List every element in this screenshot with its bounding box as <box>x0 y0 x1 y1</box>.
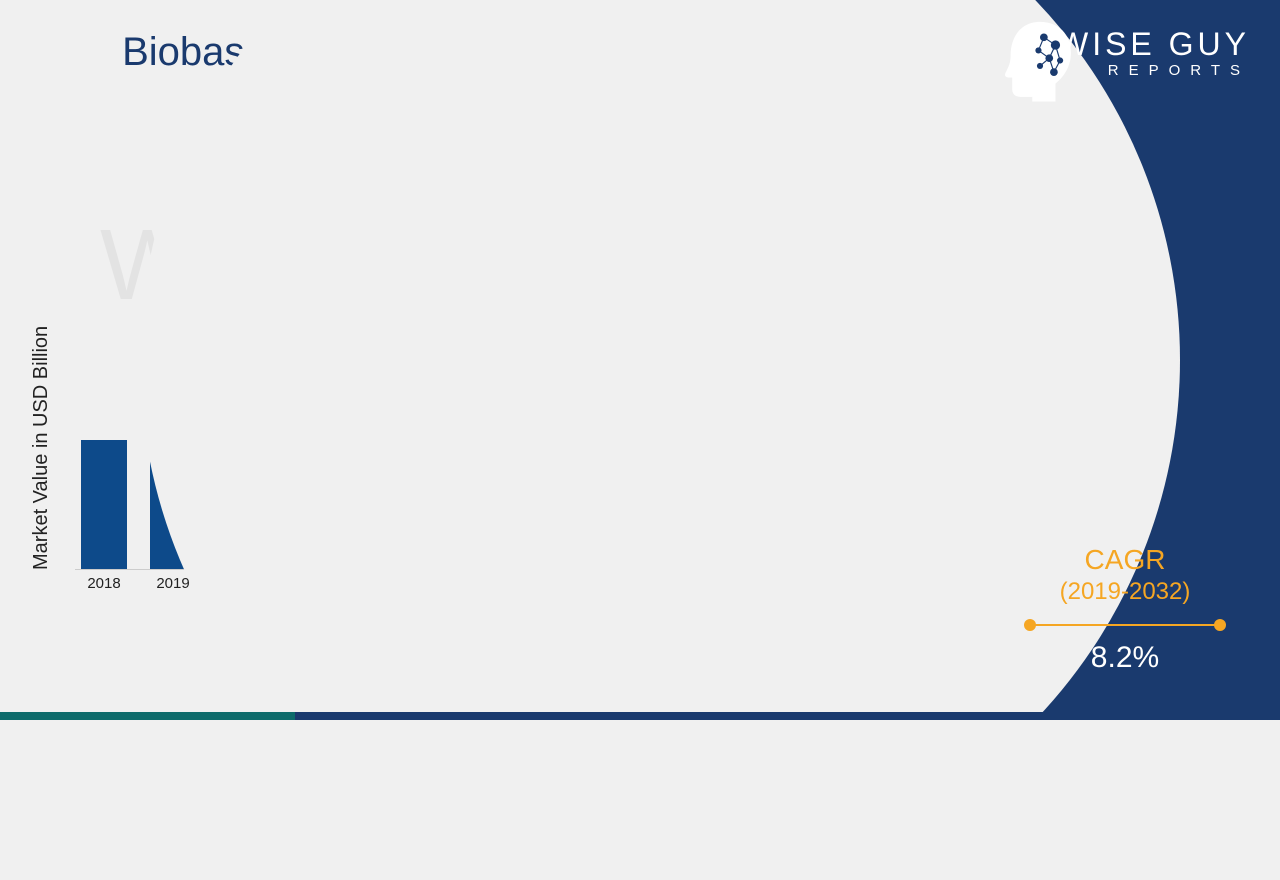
logo: WISE GUY REPORTS <box>1058 28 1250 79</box>
logo-main: WISE GUY <box>1058 28 1250 60</box>
curve-cutout <box>140 0 1180 880</box>
cagr-divider <box>1030 624 1220 626</box>
x-tick-label: 2018 <box>87 575 120 592</box>
x-tick-label: 2019 <box>156 575 189 592</box>
cagr-range: (2019-2032) <box>1000 578 1250 606</box>
cagr-label: CAGR <box>1000 544 1250 576</box>
bar <box>81 440 127 569</box>
cagr-value: 8.2% <box>1000 641 1250 675</box>
cagr-block: CAGR (2019-2032) 8.2% <box>1000 544 1250 675</box>
y-axis-label: Market Value in USD Billion <box>30 326 53 570</box>
bottom-strip <box>0 712 1280 720</box>
bottom-strip-accent <box>0 712 295 720</box>
logo-sub: REPORTS <box>1058 62 1250 79</box>
bar-group <box>81 440 127 569</box>
